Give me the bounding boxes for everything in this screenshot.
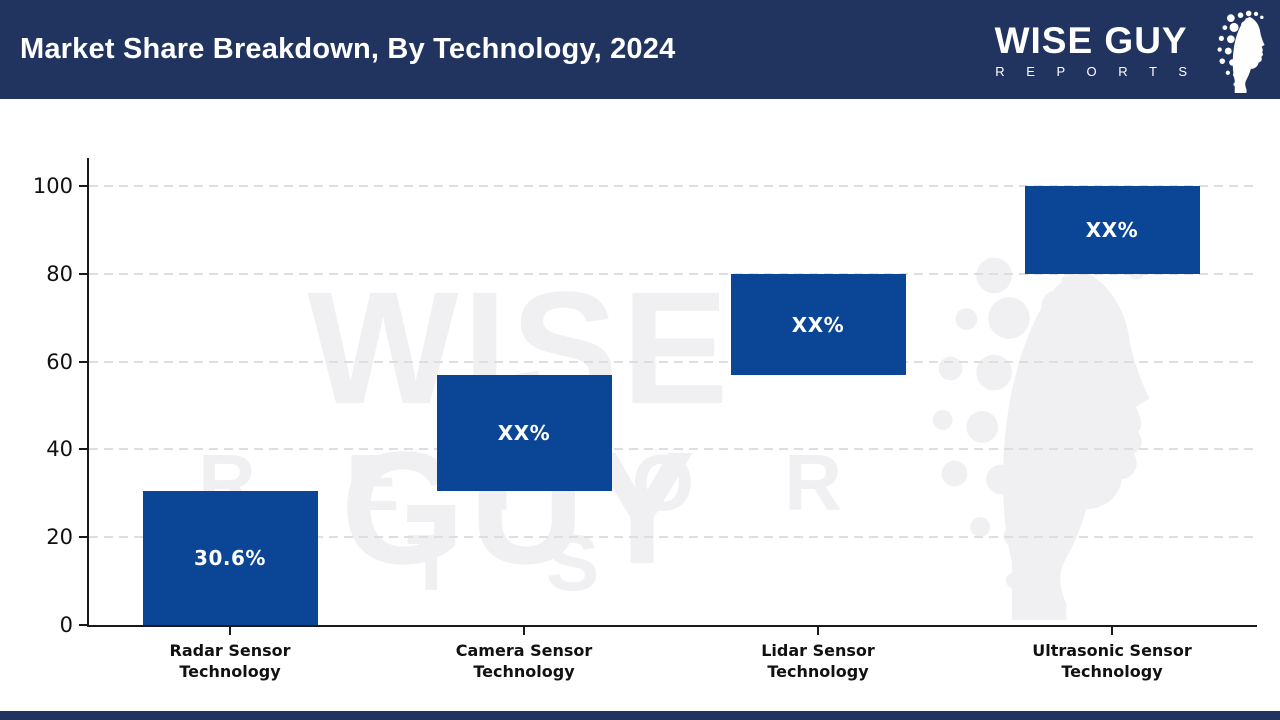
y-tick-mark-0 [79,624,87,626]
x-category-label-line1: Radar Sensor [169,641,291,660]
gridline-y60 [89,361,1257,363]
x-category-label-line2: Technology [179,662,281,681]
y-tick-mark-20 [79,536,87,538]
gridline-y40 [89,448,1257,450]
bar-value-label: 30.6% [194,546,266,570]
y-tick-label-40: 40 [46,437,73,461]
gridline-y100 [89,185,1257,187]
y-tick-mark-60 [79,361,87,363]
footer-bar [0,711,1280,720]
bar-camera: XX% [436,375,612,491]
wiseguy-logo: WISE GUY R E P O R T S [986,7,1280,93]
x-tick-mark-3 [1111,627,1113,635]
gridline-y80 [89,273,1257,275]
wiseguy-face-icon [1217,10,1265,93]
x-category-label-line2: Technology [767,662,869,681]
bar-value-label: XX% [791,312,845,337]
x-axis-line [87,625,1257,627]
x-category-label-line1: Lidar Sensor [761,641,875,660]
y-tick-mark-100 [79,185,87,187]
bar-ultrasonic: XX% [1024,186,1200,274]
bar-value-label: XX% [1085,218,1139,242]
x-category-label-0: Radar Sensor Technology [100,640,360,682]
x-category-label-3: Ultrasonic Sensor Technology [982,640,1242,682]
page-title: Market Share Breakdown, By Technology, 2… [20,33,676,65]
y-tick-label-100: 100 [32,174,73,198]
logo-wordmark: WISE GUY [994,19,1188,61]
wiseguy-logo-text: WISE GUY R E P O R T S [986,22,1196,78]
y-tick-label-80: 80 [46,262,73,286]
x-category-label-1: Camera Sensor Technology [394,640,654,682]
y-tick-label-20: 20 [46,525,73,549]
y-axis-line [87,158,89,627]
bar-value-label: XX% [497,421,551,445]
x-tick-mark-1 [523,627,525,635]
gridline-y20 [89,536,1257,538]
bar-radar: 30.6% [142,491,318,625]
x-category-label-line1: Ultrasonic Sensor [1032,641,1192,660]
x-category-label-line2: Technology [473,662,575,681]
bar-lidar: XX% [730,274,906,375]
x-category-label-line1: Camera Sensor [455,641,593,660]
y-tick-mark-80 [79,273,87,275]
y-tick-label-60: 60 [46,350,73,374]
y-tick-label-0: 0 [59,613,73,637]
logo-subtext: R E P O R T S [995,63,1196,79]
x-tick-mark-2 [817,627,819,635]
header-bar: Market Share Breakdown, By Technology, 2… [0,0,1280,99]
x-category-label-2: Lidar Sensor Technology [688,640,948,682]
y-tick-mark-40 [79,448,87,450]
x-tick-mark-0 [229,627,231,635]
x-category-label-line2: Technology [1061,662,1163,681]
